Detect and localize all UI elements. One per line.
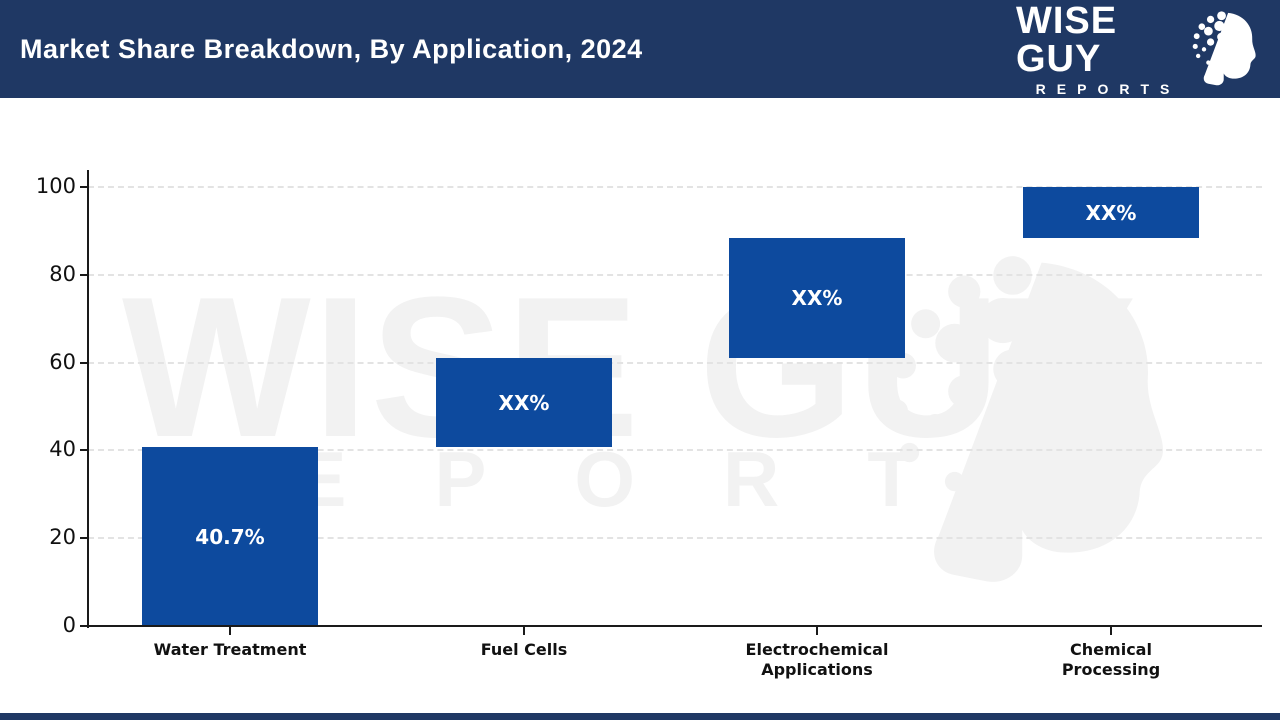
dotted-head-icon xyxy=(1192,11,1256,86)
x-axis-tick xyxy=(816,627,818,635)
y-gridline xyxy=(88,361,1262,364)
y-axis-tick xyxy=(80,186,88,188)
y-axis-tick-label: 40 xyxy=(49,437,76,462)
x-axis-line xyxy=(87,625,1262,627)
x-axis-tick xyxy=(229,627,231,635)
y-axis-tick xyxy=(80,625,88,627)
x-axis-category-label: Electrochemical Applications xyxy=(745,640,889,679)
y-axis-tick xyxy=(80,449,88,452)
waterfall-bar-2: XX% xyxy=(436,357,612,448)
y-axis-line xyxy=(87,170,89,628)
x-axis-category-label: Water Treatment xyxy=(153,640,307,659)
y-axis-tick-label: 80 xyxy=(49,261,76,286)
waterfall-bar-3: XX% xyxy=(729,238,905,358)
chart-plot-area: 0 20 40 60 80 100 40.7% XX% XX% XX% Water Treatmen… xyxy=(0,98,1280,713)
y-axis-tick xyxy=(80,537,88,540)
bar-value-label: XX% xyxy=(1085,200,1137,225)
header-bar: Market Share Breakdown, By Application, … xyxy=(0,0,1280,98)
bar-value-label: XX% xyxy=(498,390,550,415)
y-axis-tick-label: 100 xyxy=(35,174,76,198)
y-gridline xyxy=(88,537,1262,540)
wise-guy-reports-logo: WISE GUY REPORTS xyxy=(1016,2,1266,97)
y-axis-tick-label: 20 xyxy=(49,525,76,550)
y-axis-tick-label: 0 xyxy=(62,613,76,637)
footer-bar xyxy=(0,713,1280,720)
waterfall-bar-1: 40.7% xyxy=(142,447,318,626)
page-title: Market Share Breakdown, By Application, … xyxy=(20,33,643,64)
x-axis-tick xyxy=(1110,627,1112,635)
logo-subtext: REPORTS xyxy=(1035,80,1181,97)
y-gridline xyxy=(88,449,1262,452)
y-axis-tick xyxy=(80,361,88,364)
waterfall-bar-4: XX% xyxy=(1023,187,1199,239)
y-axis-tick-label: 60 xyxy=(49,349,76,374)
y-axis-tick xyxy=(80,273,88,276)
bar-value-label: XX% xyxy=(791,286,843,311)
y-gridline xyxy=(88,273,1262,276)
x-axis-tick xyxy=(523,627,525,635)
x-axis-category-label: Chemical Processing xyxy=(1061,640,1161,679)
logo-wordmark: WISE GUY xyxy=(1016,0,1118,80)
x-axis-category-label: Fuel Cells xyxy=(480,640,568,659)
bar-value-label: 40.7% xyxy=(195,524,265,549)
y-gridline xyxy=(88,186,1262,188)
